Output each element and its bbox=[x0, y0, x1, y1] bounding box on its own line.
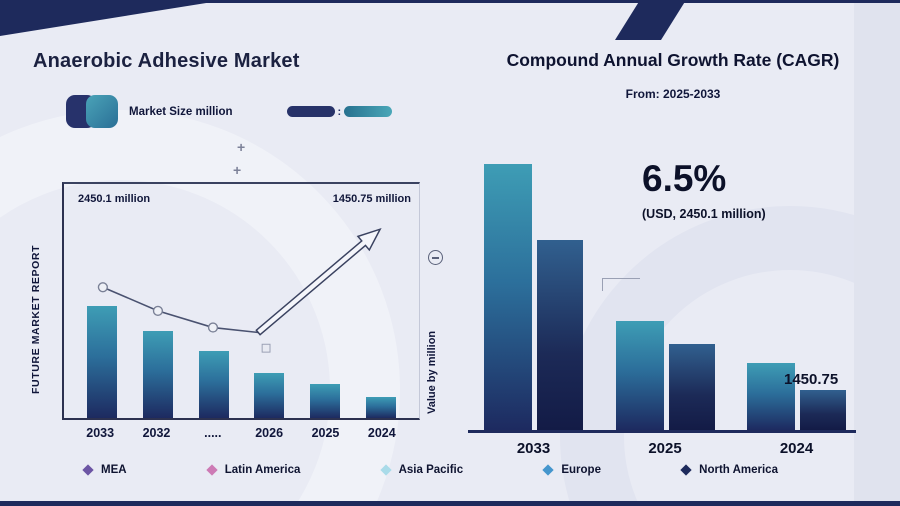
legend-diamond-icon bbox=[206, 464, 218, 476]
top-border-strip bbox=[0, 0, 900, 3]
x-axis-label: 2033 bbox=[516, 440, 551, 457]
left-chart-bars bbox=[64, 306, 419, 418]
bar-group-2024: 2024 bbox=[747, 363, 846, 457]
group-bars bbox=[615, 321, 715, 430]
market-size-bar-2025 bbox=[310, 384, 341, 418]
cylinder-teal-icon bbox=[86, 95, 118, 128]
legend-item: Asia Pacific bbox=[379, 464, 464, 476]
bar-cell bbox=[353, 397, 409, 418]
bar-group-2025: 2025 bbox=[615, 321, 715, 457]
value-annotation: 1450.75 bbox=[784, 371, 839, 388]
bar-cell bbox=[130, 331, 186, 418]
legend-item: Europe bbox=[542, 464, 601, 476]
legend-diamond-icon bbox=[379, 464, 392, 476]
trend-marker-icon bbox=[152, 305, 164, 316]
top-slash-decoration bbox=[615, 0, 686, 40]
value-axis-label: Value by million bbox=[426, 330, 438, 414]
trend-line bbox=[102, 286, 259, 334]
legend-pill-separator: : bbox=[337, 105, 342, 118]
market-size-bar-2024 bbox=[366, 397, 397, 418]
corner-triangle-decoration bbox=[0, 0, 225, 36]
trend-marker-icon bbox=[97, 282, 108, 293]
cagr-value: 6.5% bbox=[642, 158, 727, 199]
bottom-legend: MEA Latin America Asia Pacific Europe North … bbox=[82, 464, 778, 476]
bar-cell bbox=[186, 351, 242, 418]
right-chart-baseline bbox=[468, 430, 856, 433]
right-chart-groups: 2033 2025 2024 bbox=[470, 164, 856, 457]
group-bars bbox=[484, 164, 583, 430]
legend-pill-navy bbox=[286, 106, 335, 117]
legend-item: Latin America bbox=[206, 464, 301, 476]
bar-cell bbox=[241, 373, 297, 418]
legend-diamond-icon bbox=[82, 464, 94, 476]
legend-item: MEA bbox=[82, 464, 127, 476]
bar-2033-series-1 bbox=[484, 164, 532, 430]
x-axis-label: 2025 bbox=[311, 426, 340, 440]
left-chart-title: Anaerobic Adhesive Market bbox=[33, 50, 300, 72]
x-axis-label: 2033 bbox=[86, 426, 115, 440]
market-size-legend: Market Size million : bbox=[66, 95, 393, 128]
plus-decoration: + bbox=[233, 162, 242, 178]
cagr-detail: (USD, 2450.1 million) bbox=[642, 207, 766, 221]
bar-2024-series-1 bbox=[747, 363, 795, 430]
x-axis-label: 2026 bbox=[255, 426, 284, 440]
x-axis-label: 2024 bbox=[367, 426, 396, 440]
market-size-bar-2032 bbox=[142, 331, 173, 418]
bar-cell bbox=[297, 384, 353, 418]
bar-2024-series-2 bbox=[800, 390, 846, 430]
legend-label: Latin America bbox=[224, 464, 301, 476]
bar-2033-series-2 bbox=[537, 240, 583, 430]
right-side-band bbox=[854, 0, 900, 506]
annotation-min-value: 1450.75 million bbox=[332, 193, 411, 205]
right-chart-title: Compound Annual Growth Rate (CAGR) bbox=[506, 50, 840, 70]
legend-pill-gradient bbox=[344, 106, 393, 117]
bar-cell bbox=[74, 306, 130, 418]
legend-diamond-icon bbox=[542, 464, 555, 476]
x-axis-label: ..... bbox=[204, 426, 222, 440]
legend-diamond-icon bbox=[680, 464, 692, 476]
report-vertical-label: FUTURE MARKET REPORT bbox=[30, 244, 42, 394]
growth-arrow-icon bbox=[255, 227, 382, 336]
left-chart-labels: 2033 2032..... 2026 2025 2024 bbox=[62, 426, 420, 440]
legend-item: North America bbox=[680, 464, 778, 476]
legend-label: MEA bbox=[101, 464, 127, 476]
x-axis-label: 2024 bbox=[779, 440, 814, 457]
trend-marker-icon bbox=[207, 322, 219, 333]
group-bars bbox=[747, 363, 846, 430]
x-axis-label: 2032 bbox=[142, 426, 171, 440]
market-size-bar-..... bbox=[198, 351, 229, 418]
bar-2025-series-1 bbox=[615, 321, 664, 430]
trend-line-overlay bbox=[97, 227, 382, 353]
market-size-bar-2026 bbox=[254, 373, 285, 418]
legend-label: Asia Pacific bbox=[398, 464, 464, 476]
x-axis-label: 2025 bbox=[648, 440, 682, 457]
bottom-border-strip bbox=[0, 501, 900, 506]
annotation-max-value: 2450.1 million bbox=[78, 193, 151, 205]
bar-2025-series-2 bbox=[668, 344, 715, 430]
legend-label: Europe bbox=[561, 464, 601, 476]
circle-minus-icon bbox=[428, 250, 443, 265]
market-size-label: Market Size million bbox=[129, 105, 233, 118]
bar-group-2033: 2033 bbox=[484, 164, 583, 457]
market-size-bar-2033 bbox=[86, 306, 117, 418]
right-chart-subtitle: From: 2025-2033 bbox=[625, 87, 721, 101]
legend-label: North America bbox=[699, 464, 778, 476]
market-size-icon bbox=[66, 95, 118, 128]
small-square-decoration bbox=[261, 343, 271, 353]
plus-decoration: + bbox=[237, 139, 246, 155]
left-chart: 2450.1 million 1450.75 million bbox=[62, 182, 420, 420]
bracket-decoration bbox=[602, 278, 640, 291]
